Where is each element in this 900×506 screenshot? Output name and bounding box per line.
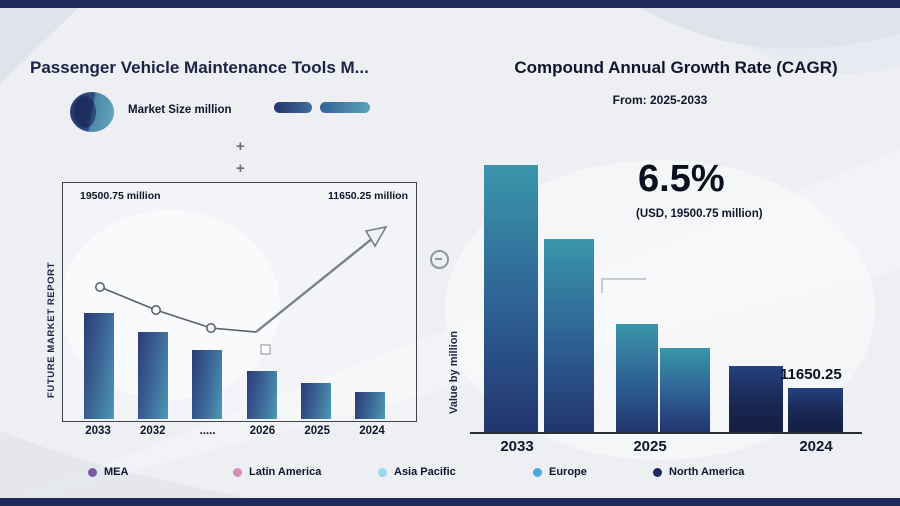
x-tick-label: 2024: [359, 425, 385, 437]
bar: [300, 383, 331, 419]
legend-label: North America: [669, 466, 745, 478]
right-chart-subtitle: From: 2025-2033: [612, 93, 708, 107]
plus-decoration: +: [236, 160, 245, 177]
gradient-pill-icon: [274, 102, 312, 113]
legend-label: Asia Pacific: [394, 466, 456, 478]
cagr-percentage: 6.5%: [638, 158, 725, 200]
bar: [616, 324, 658, 433]
legend-label: Europe: [549, 466, 587, 478]
legend-item: North America: [653, 466, 744, 478]
x-tick-label: 2032: [140, 425, 166, 437]
legend-dot-icon: [378, 467, 387, 477]
gradient-pill-icon: [320, 102, 370, 113]
annotation-market-size-2024: 11650.25 million: [328, 190, 408, 202]
x-tick-label: 2026: [249, 425, 276, 437]
legend-item: Latin America: [233, 466, 321, 478]
bottom-legend: MEA Latin America Asia Pacific Europe North …: [0, 466, 900, 490]
y-axis-label: Value by million: [448, 330, 460, 414]
bar: [484, 165, 538, 433]
right-x-axis-line: [470, 432, 862, 434]
value-label-2024: 11650.25: [780, 366, 842, 383]
legend-dot-icon: [88, 467, 97, 477]
annotation-market-size-2033: 19500.75 million: [80, 190, 161, 202]
bar: [544, 239, 594, 433]
x-tick-label: 2025: [304, 425, 330, 437]
bar: [354, 392, 385, 419]
legend-item: MEA: [88, 466, 128, 478]
legend-dot-icon: [533, 467, 542, 477]
x-tick-label: 2024: [799, 438, 833, 455]
bar: [788, 388, 843, 433]
left-chart-title: Passenger Vehicle Maintenance Tools M...: [30, 58, 369, 77]
market-size-legend-label: Market Size million: [128, 104, 232, 116]
bar: [729, 366, 783, 433]
legend-dot-icon: [233, 467, 242, 477]
left-x-axis-labels: 2033 2032 ..... 2026 2025 2024: [76, 425, 394, 437]
plus-decoration: +: [236, 138, 245, 155]
legend-item: Europe: [533, 466, 587, 478]
legend-dot-icon: [653, 467, 662, 477]
top-border: [0, 0, 900, 8]
x-tick-label: .....: [199, 425, 216, 437]
circle-minus-icon: [430, 250, 449, 269]
cagr-note: (USD, 19500.75 million): [636, 208, 763, 220]
right-chart-title: Compound Annual Growth Rate (CAGR): [514, 58, 838, 77]
bar: [660, 348, 710, 433]
x-tick-label: 2033: [85, 425, 111, 437]
market-size-icon: [70, 92, 114, 132]
legend-label: Latin America: [249, 466, 322, 478]
legend-item: Asia Pacific: [378, 466, 456, 478]
x-tick-label: 2025: [633, 438, 667, 455]
bottom-border: [0, 498, 900, 506]
legend-label: MEA: [104, 466, 129, 478]
watermark-future-market-report: FUTURE MARKET REPORT: [46, 261, 57, 398]
x-tick-label: 2033: [500, 438, 534, 455]
